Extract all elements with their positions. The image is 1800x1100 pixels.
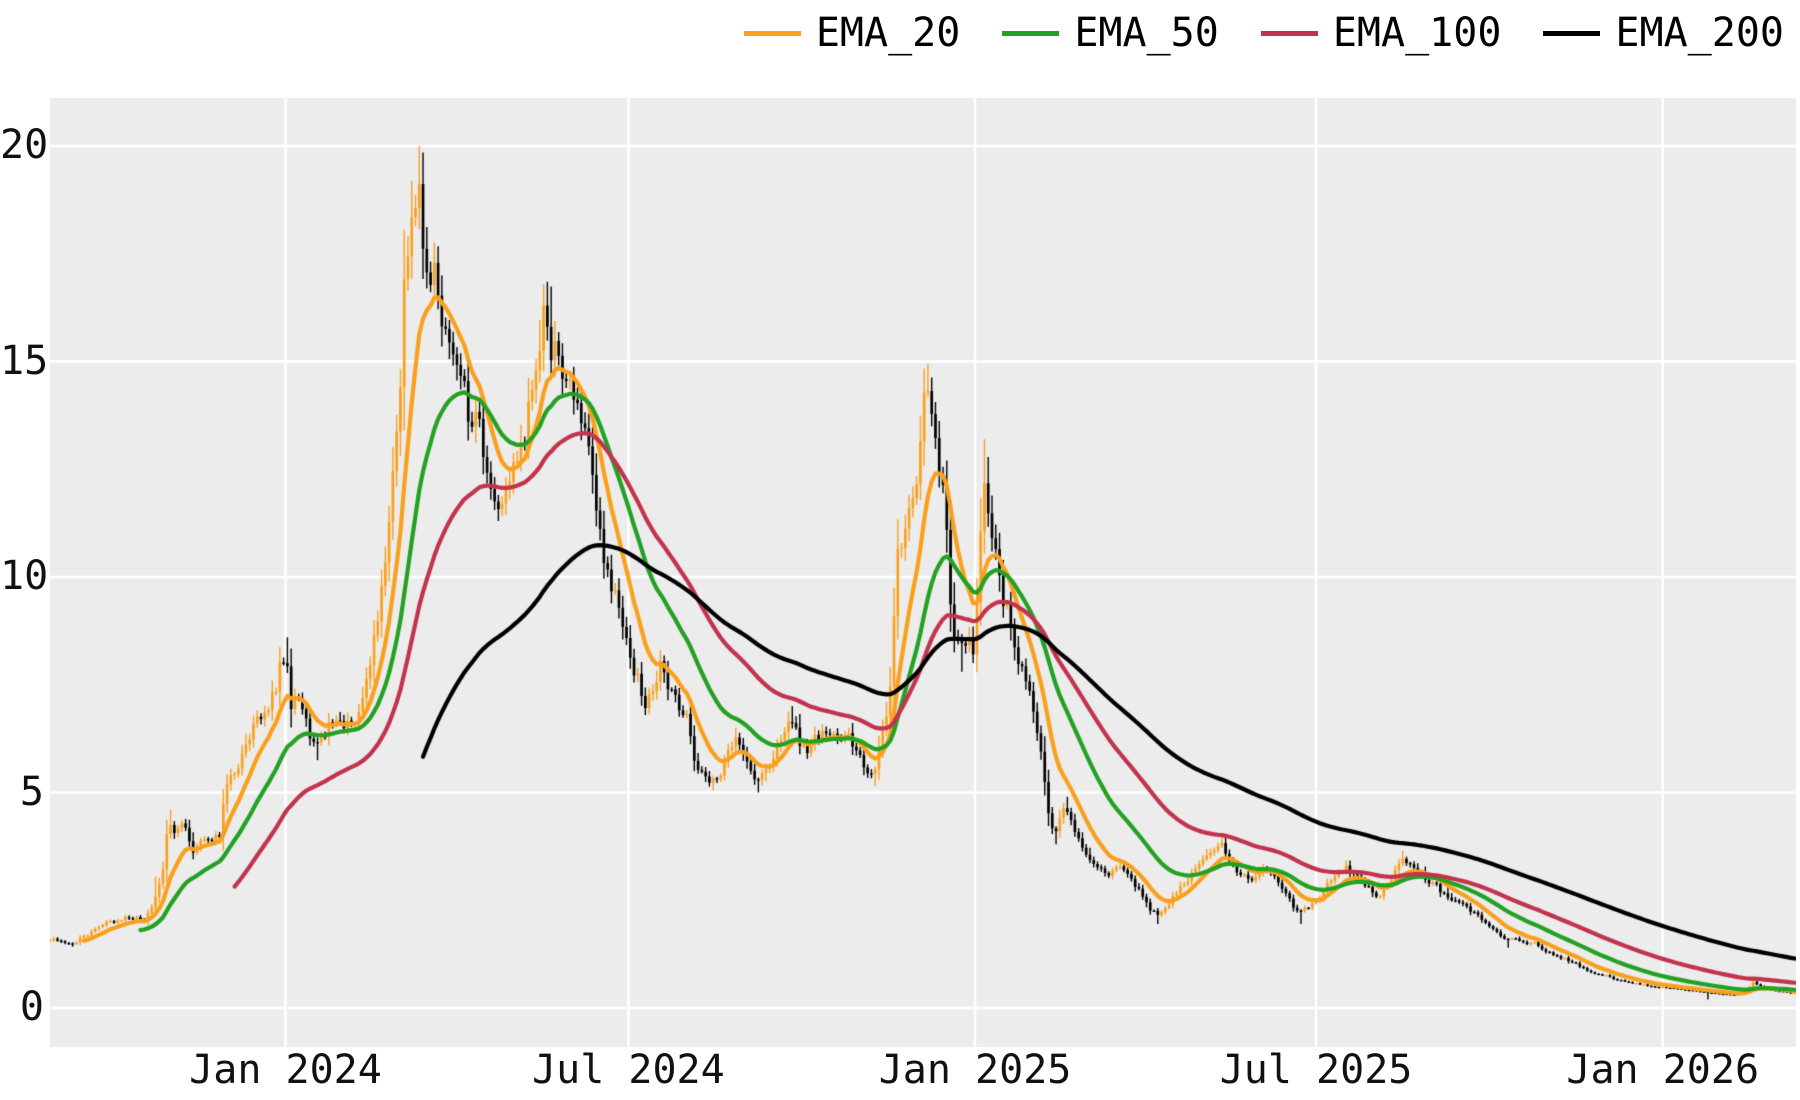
legend-line-swatch-icon	[1543, 30, 1601, 36]
legend-label: EMA_200	[1615, 10, 1784, 56]
x-tick-label: Jan 2025	[878, 1047, 1072, 1093]
legend-line-swatch-icon	[1002, 30, 1060, 36]
y-tick-label: 0	[19, 984, 44, 1031]
legend-item-ema_50: EMA_50	[1002, 13, 1219, 53]
x-tick-label: Jul 2024	[532, 1047, 725, 1093]
legend-line-swatch-icon	[1260, 30, 1318, 36]
plot-area	[50, 98, 1796, 1047]
legend-item-ema_20: EMA_20	[743, 10, 961, 56]
y-tick-label: 10	[0, 553, 49, 600]
legend-item-ema_200: EMA_200	[1543, 13, 1784, 53]
legend-label: EMA_50	[1074, 10, 1219, 56]
x-tick-label: Jan 2024	[189, 1047, 382, 1093]
y-tick-label: 20	[0, 122, 49, 169]
y-tick-label: 15	[0, 337, 49, 384]
legend-item-ema_100: EMA_100	[1260, 10, 1502, 56]
y-tick-label: 5	[19, 768, 44, 815]
price-chart-canvas	[50, 98, 1796, 1047]
legend-label: EMA_20	[815, 10, 961, 56]
legend: EMA_20 EMA_50 EMA_100 EMA_200	[743, 10, 1784, 56]
legend-line-swatch-icon	[743, 30, 801, 36]
x-tick-label: Jul 2025	[1219, 1047, 1413, 1093]
x-tick-label: Jan 2026	[1566, 1047, 1760, 1093]
legend-label: EMA_100	[1332, 10, 1502, 56]
